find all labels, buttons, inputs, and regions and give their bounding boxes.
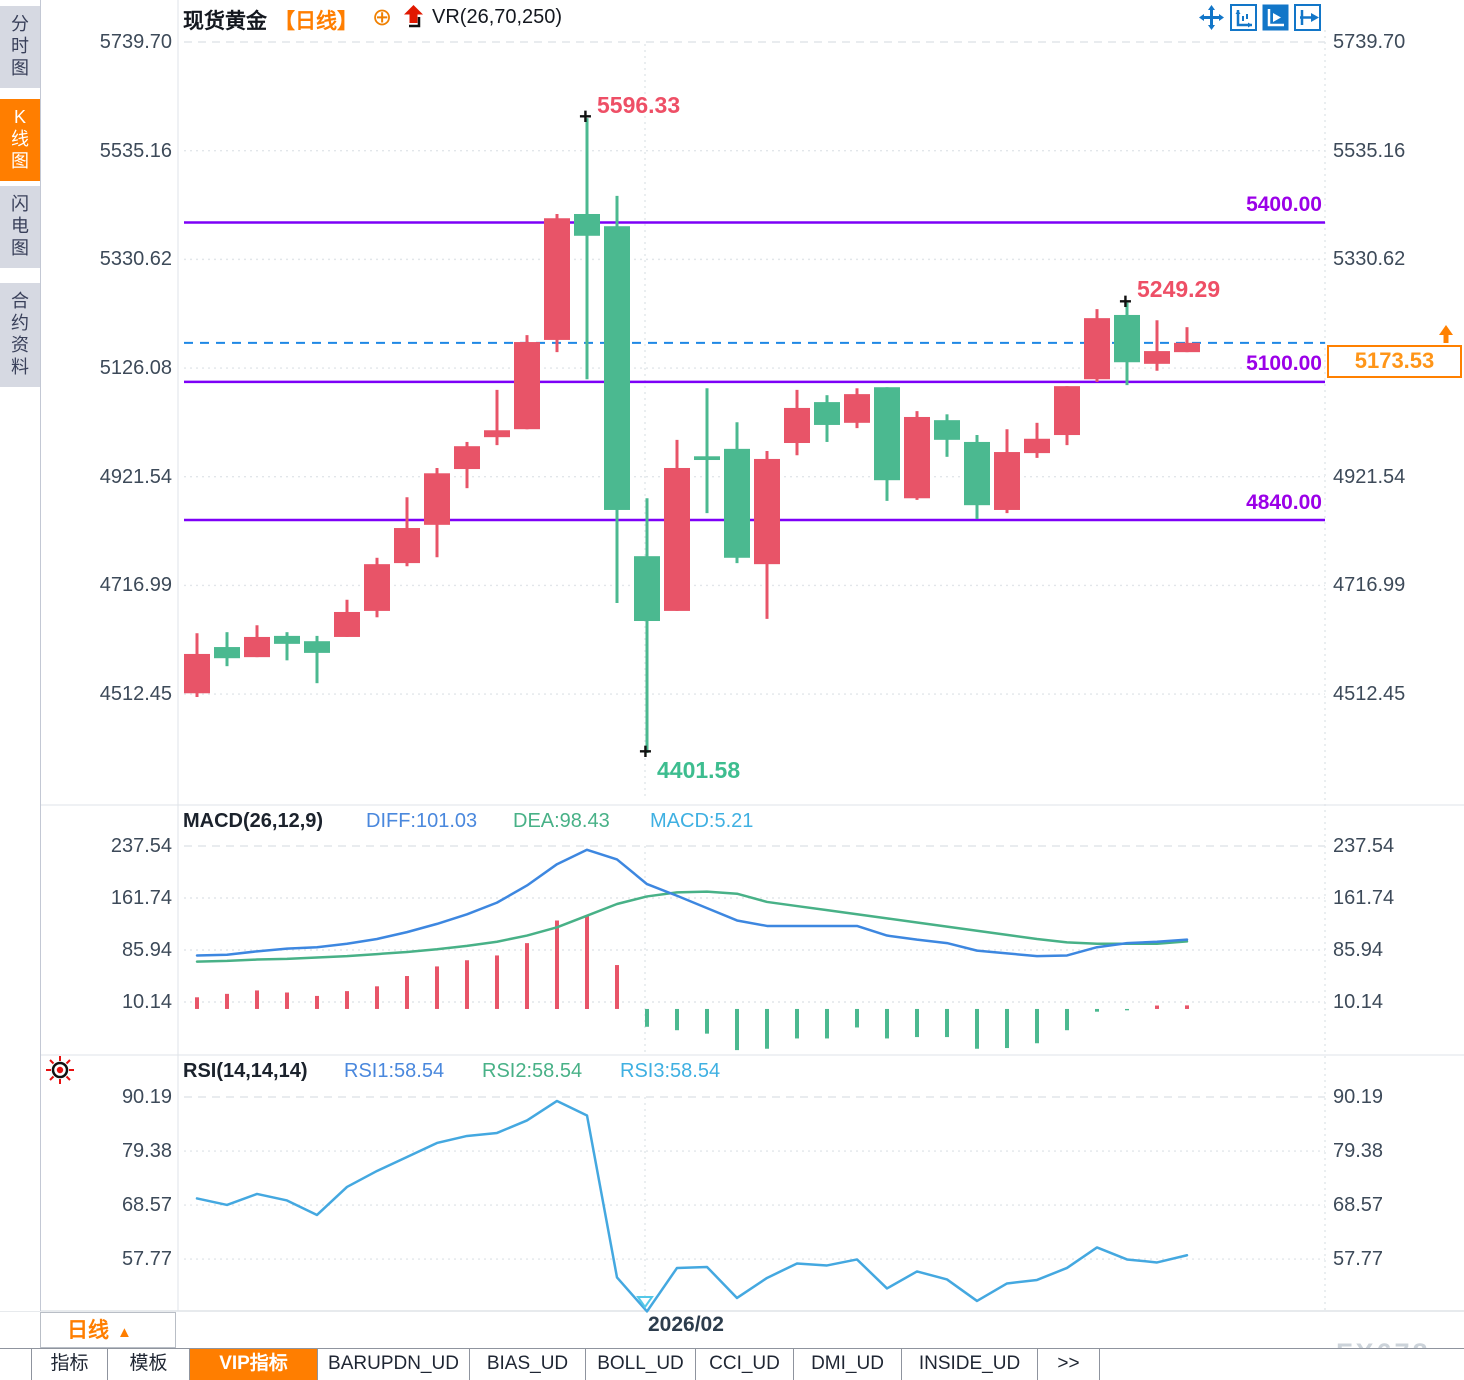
rsi-axis-label: 79.38 — [121, 1140, 172, 1162]
sidebar-tab-flash[interactable]: 闪电图 — [0, 186, 40, 268]
tab-cci-ud[interactable]: CCI_UD — [696, 1349, 794, 1380]
move-icon[interactable] — [1198, 4, 1225, 31]
x-axis-date-label: 2026/02 — [648, 1313, 724, 1336]
indicator-title: VR(26,70,250) — [432, 6, 563, 28]
price-axis-label: 5535.16 — [99, 140, 172, 162]
macd-axis-label: 85.94 — [1333, 939, 1384, 961]
macd-value: MACD:5.21 — [650, 810, 754, 832]
rsi-axis-label: 90.19 — [121, 1086, 172, 1108]
low-marker: + — [639, 739, 652, 764]
price-axis-label: 4716.99 — [1333, 574, 1406, 596]
price-axis-label: 5739.70 — [99, 31, 172, 53]
tab-inside-ud[interactable]: INSIDE_UD — [902, 1349, 1038, 1380]
price-axis-label: 5739.70 — [1333, 31, 1406, 53]
alert-sun-icon[interactable] — [44, 1054, 76, 1091]
price-axis-label: 5535.16 — [1333, 140, 1406, 162]
high-marker: + — [1119, 289, 1132, 314]
macd-axis-label: 10.14 — [1333, 991, 1384, 1013]
tabbar-spacer — [0, 1349, 32, 1380]
indicator-tabbar: 指标 模板 VIP指标 BARUPDN_UD BIAS_UD BOLL_UD C… — [0, 1348, 1464, 1380]
period-tag: 【日线】 — [274, 10, 358, 33]
level-label-4840: 4840.00 — [1246, 491, 1322, 514]
rsi-axis-label: 68.57 — [1333, 1194, 1384, 1216]
sidebar-tab-label: 分时图 — [11, 14, 29, 78]
rsi-axis-label: 57.77 — [121, 1248, 172, 1270]
macd-dea-value: DEA:98.43 — [513, 810, 610, 832]
price-axis-label: 5330.62 — [1333, 248, 1406, 270]
macd-axis-label: 161.74 — [1333, 887, 1395, 909]
high-marker: + — [579, 104, 592, 129]
macd-axis-label: 161.74 — [110, 887, 172, 909]
axis-tick-marker-icon — [636, 1295, 654, 1314]
tab-boll-ud[interactable]: BOLL_UD — [586, 1349, 696, 1380]
low-annotation: 4401.58 — [657, 757, 741, 783]
period-selector[interactable]: 日线 ▲ — [40, 1312, 176, 1348]
period-selector-label: 日线 — [67, 1319, 109, 1342]
high-annotation: 5249.29 — [1137, 276, 1221, 302]
export-icon[interactable] — [1294, 4, 1321, 31]
macd-diff-value: DIFF:101.03 — [366, 810, 478, 832]
price-pin-icon — [1437, 324, 1455, 350]
macd-axis-label: 237.54 — [1333, 835, 1395, 857]
rsi3-value: RSI3:58.54 — [620, 1060, 721, 1082]
rsi-axis-label: 90.19 — [1333, 1086, 1384, 1108]
play-axis-icon[interactable] — [1262, 4, 1289, 31]
price-axis-label: 4512.45 — [99, 683, 172, 705]
macd-axis-label: 237.54 — [110, 835, 172, 857]
rsi-axis-label: 79.38 — [1333, 1140, 1384, 1162]
red-up-arrow-icon — [403, 4, 427, 35]
tab-indicators[interactable]: 指标 — [32, 1349, 108, 1380]
sidebar-tab-kline[interactable]: K线图 — [0, 99, 40, 181]
macd-axis-label: 85.94 — [121, 939, 172, 961]
rsi2-value: RSI2:58.54 — [482, 1060, 583, 1082]
sidebar-tab-contract-info[interactable]: 合约资料 — [0, 283, 40, 387]
macd-axis-label: 10.14 — [121, 991, 172, 1013]
tab-vip-indicators[interactable]: VIP指标 — [190, 1349, 318, 1380]
zoom-axis-icon[interactable] — [1230, 4, 1257, 31]
level-label-5400: 5400.00 — [1246, 193, 1322, 216]
price-axis-label: 4512.45 — [1333, 683, 1406, 705]
tab-bias-ud[interactable]: BIAS_UD — [470, 1349, 586, 1380]
tab-barupdn-ud[interactable]: BARUPDN_UD — [318, 1349, 470, 1380]
level-label-5100: 5100.00 — [1246, 352, 1322, 375]
price-axis-label: 4921.54 — [1333, 466, 1406, 488]
current-price-box: 5173.53 — [1327, 345, 1462, 378]
price-axis-label: 5126.08 — [99, 357, 172, 379]
tab-more[interactable]: >> — [1038, 1349, 1100, 1380]
rsi1-value: RSI1:58.54 — [344, 1060, 445, 1082]
sidebar-tab-label: K线图 — [11, 107, 29, 171]
tab-templates[interactable]: 模板 — [108, 1349, 190, 1380]
symbol-title: 现货黄金 — [183, 10, 267, 33]
sidebar-tab-label: 合约资料 — [11, 291, 29, 377]
price-axis-label: 4921.54 — [99, 466, 172, 488]
rsi-axis-label: 57.77 — [1333, 1248, 1384, 1270]
high-annotation: 5596.33 — [597, 92, 681, 118]
macd-title: MACD(26,12,9) — [183, 810, 324, 832]
rsi-title: RSI(14,14,14) — [183, 1060, 308, 1082]
target-circle-icon[interactable]: ⊕ — [372, 4, 393, 31]
sidebar-tab-label: 闪电图 — [11, 194, 29, 258]
price-axis-label: 5330.62 — [99, 248, 172, 270]
sidebar-tab-timeshare[interactable]: 分时图 — [0, 6, 40, 88]
sidebar: 分时图 K线图 闪电图 合约资料 — [0, 0, 41, 1311]
price-axis-label: 4716.99 — [99, 574, 172, 596]
rsi-axis-label: 68.57 — [121, 1194, 172, 1216]
tab-dmi-ud[interactable]: DMI_UD — [794, 1349, 902, 1380]
triangle-up-icon: ▲ — [117, 1324, 132, 1341]
